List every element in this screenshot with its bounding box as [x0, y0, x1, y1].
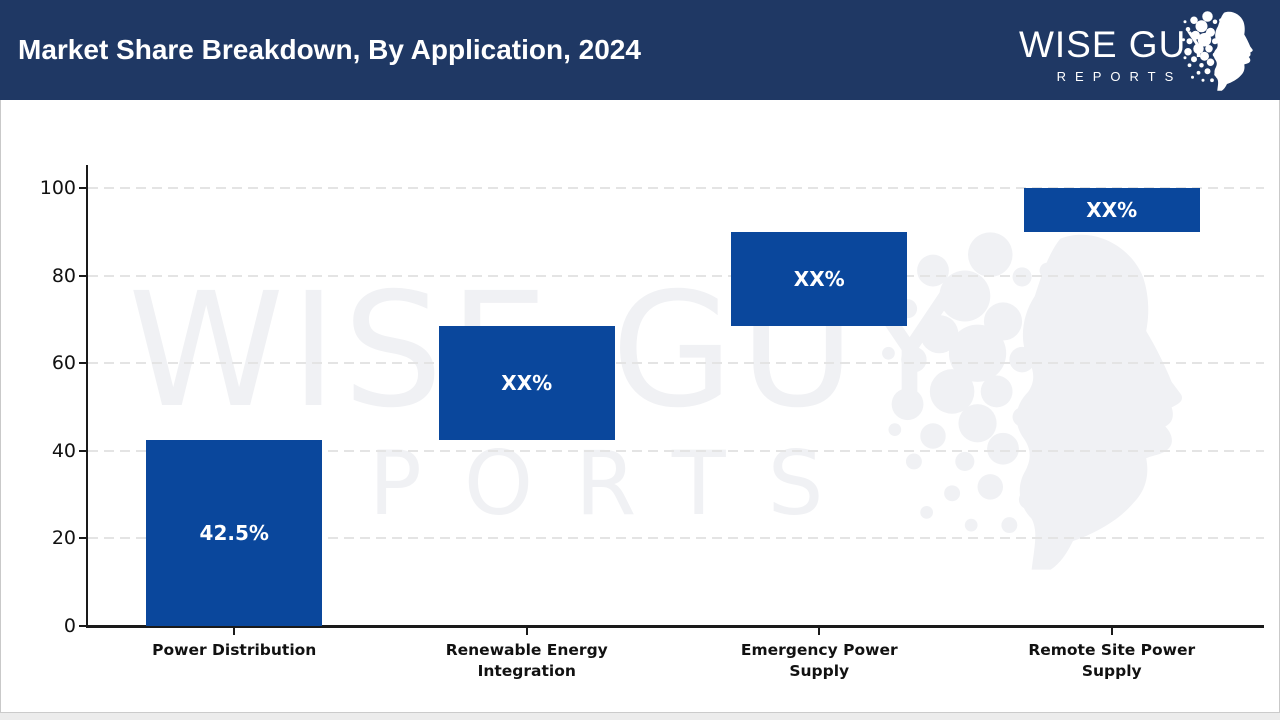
y-tick-label: 80	[51, 264, 76, 287]
bar-segment: XX%	[731, 231, 908, 326]
gridline	[88, 449, 1264, 452]
y-tick-label: 0	[63, 615, 76, 637]
brand-head-icon	[1182, 8, 1272, 94]
bar-segment: XX%	[1023, 188, 1200, 232]
category-label: Power Distribution	[152, 641, 317, 659]
y-tick-label: 20	[51, 527, 76, 550]
y-tick-mark	[79, 537, 87, 540]
bar-segment: 42.5%	[146, 439, 323, 626]
x-tick-mark	[818, 628, 821, 635]
y-tick-label: 60	[51, 352, 76, 375]
x-axis-line	[86, 625, 1264, 628]
gridline	[88, 537, 1264, 540]
bar-value-label: XX%	[1086, 197, 1138, 222]
y-tick-mark	[79, 449, 87, 452]
y-tick-label: 40	[51, 439, 76, 462]
x-tick-mark	[233, 628, 236, 635]
gridline	[88, 274, 1264, 277]
app-header: Market Share Breakdown, By Application, …	[0, 0, 1280, 100]
brand-logo-text: WISE GUY REPORTS	[1019, 26, 1212, 83]
bar-value-label: 42.5%	[199, 520, 269, 545]
bar-segment: XX%	[438, 325, 615, 440]
x-tick-mark	[1110, 628, 1113, 635]
category-label: Emergency Power Supply	[740, 641, 898, 680]
y-tick-mark	[79, 274, 87, 277]
category-label: Renewable Energy Integration	[445, 641, 608, 680]
bar-value-label: XX%	[501, 370, 553, 395]
brand-logo-line1: WISE GUY	[1018, 24, 1212, 65]
y-axis-line	[86, 165, 88, 627]
y-tick-label: 100	[39, 177, 76, 199]
y-tick-mark	[79, 362, 87, 365]
gridline	[88, 187, 1264, 189]
brand-logo-line2: REPORTS	[1056, 69, 1183, 84]
gridline	[88, 362, 1264, 365]
brand-logo: WISE GUY REPORTS	[1019, 4, 1272, 96]
footer-strip	[0, 712, 1280, 720]
page-title: Market Share Breakdown, By Application, …	[18, 34, 641, 65]
y-tick-mark	[79, 625, 87, 627]
x-tick-mark	[525, 628, 528, 635]
category-label: Remote Site Power Supply	[1028, 641, 1196, 680]
bar-value-label: XX%	[793, 266, 845, 291]
y-tick-mark	[79, 187, 87, 189]
watermark-head-icon	[872, 226, 1274, 576]
